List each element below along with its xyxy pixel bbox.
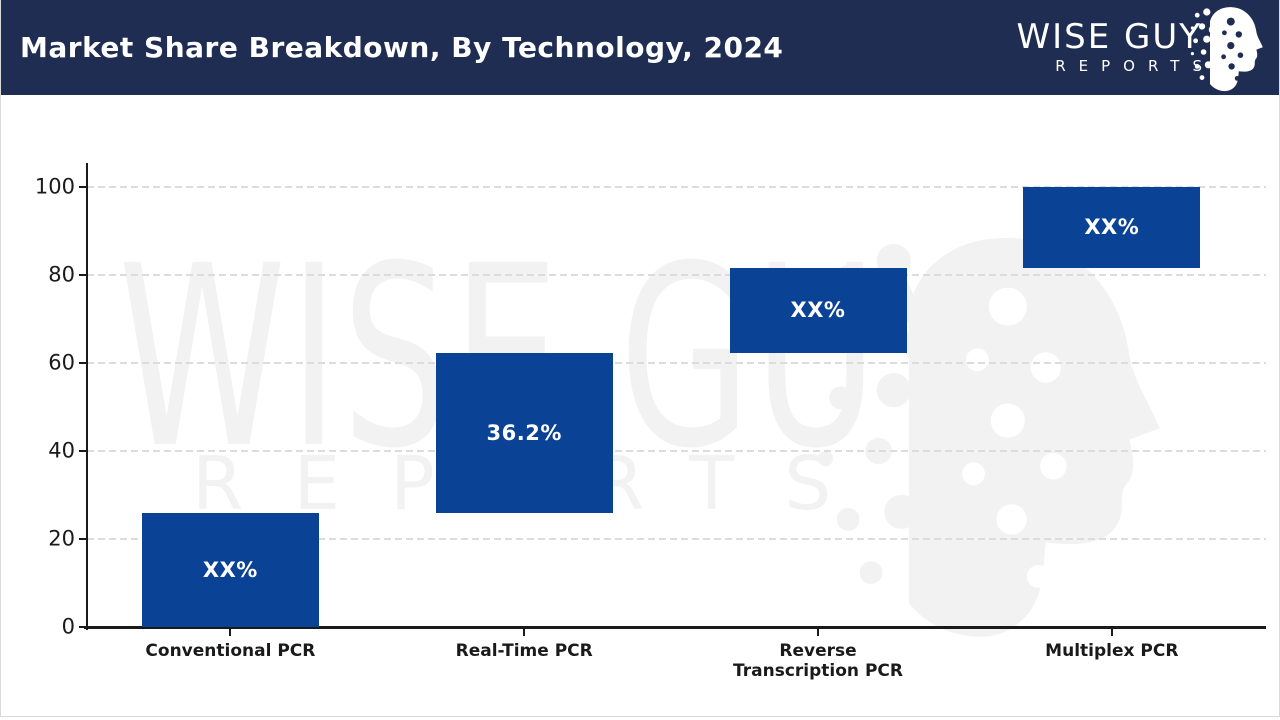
y-tick-mark: [79, 450, 86, 452]
bar-value-label: XX%: [790, 298, 846, 323]
x-category-label: Reverse Transcription PCR: [733, 641, 903, 682]
gridline: [87, 362, 1266, 364]
y-tick-mark: [79, 626, 86, 628]
x-tick-mark: [817, 629, 819, 636]
y-tick-label: 20: [48, 526, 75, 551]
y-tick-label: 60: [48, 350, 75, 375]
header: Market Share Breakdown, By Technology, 2…: [0, 0, 1280, 95]
brand-logo: WISE GUY REPORTS: [1016, 4, 1266, 92]
head-profile-icon: [1190, 6, 1263, 91]
y-tick-mark: [79, 186, 86, 188]
y-tick-mark: [79, 362, 86, 364]
bar-segment: XX%: [729, 267, 907, 354]
x-category-label: Conventional PCR: [145, 641, 316, 661]
page-title: Market Share Breakdown, By Technology, 2…: [20, 31, 784, 64]
logo-wordmark: WISE GUY: [1016, 17, 1202, 58]
x-category-label: Multiplex PCR: [1045, 641, 1179, 661]
bar-segment: XX%: [141, 512, 319, 627]
y-axis-line: [86, 163, 88, 630]
x-category-label: Real-Time PCR: [455, 641, 593, 661]
y-tick-mark: [79, 274, 86, 276]
plot: 0 20 40 60 80 100 XX% 36.2% XX% XX% Conventional P…: [0, 95, 1280, 720]
x-tick-mark: [229, 629, 232, 636]
logo-subtitle: REPORTS: [1055, 56, 1215, 75]
x-axis-line: [84, 626, 1266, 629]
bar-value-label: XX%: [1084, 215, 1140, 240]
y-tick-label: 80: [48, 262, 75, 287]
bar-segment: 36.2%: [435, 353, 613, 513]
y-tick-label: 100: [34, 174, 75, 199]
y-tick-label: 40: [48, 438, 75, 463]
gridline: [87, 274, 1266, 276]
brand-logo-text: WISE GUY REPORTS: [1016, 17, 1202, 74]
y-tick-mark: [79, 538, 86, 540]
y-tick-label: 0: [61, 614, 75, 639]
bar-value-label: XX%: [202, 557, 258, 582]
x-tick-mark: [523, 629, 526, 636]
chart-area: WISE GUY REPORTS 02: [0, 95, 1280, 720]
gridline: [87, 450, 1266, 452]
gridline: [87, 538, 1266, 540]
bar-segment: XX%: [1023, 187, 1201, 268]
bar-value-label: 36.2%: [486, 420, 562, 445]
gridline: [87, 186, 1266, 188]
x-tick-mark: [1110, 629, 1113, 636]
